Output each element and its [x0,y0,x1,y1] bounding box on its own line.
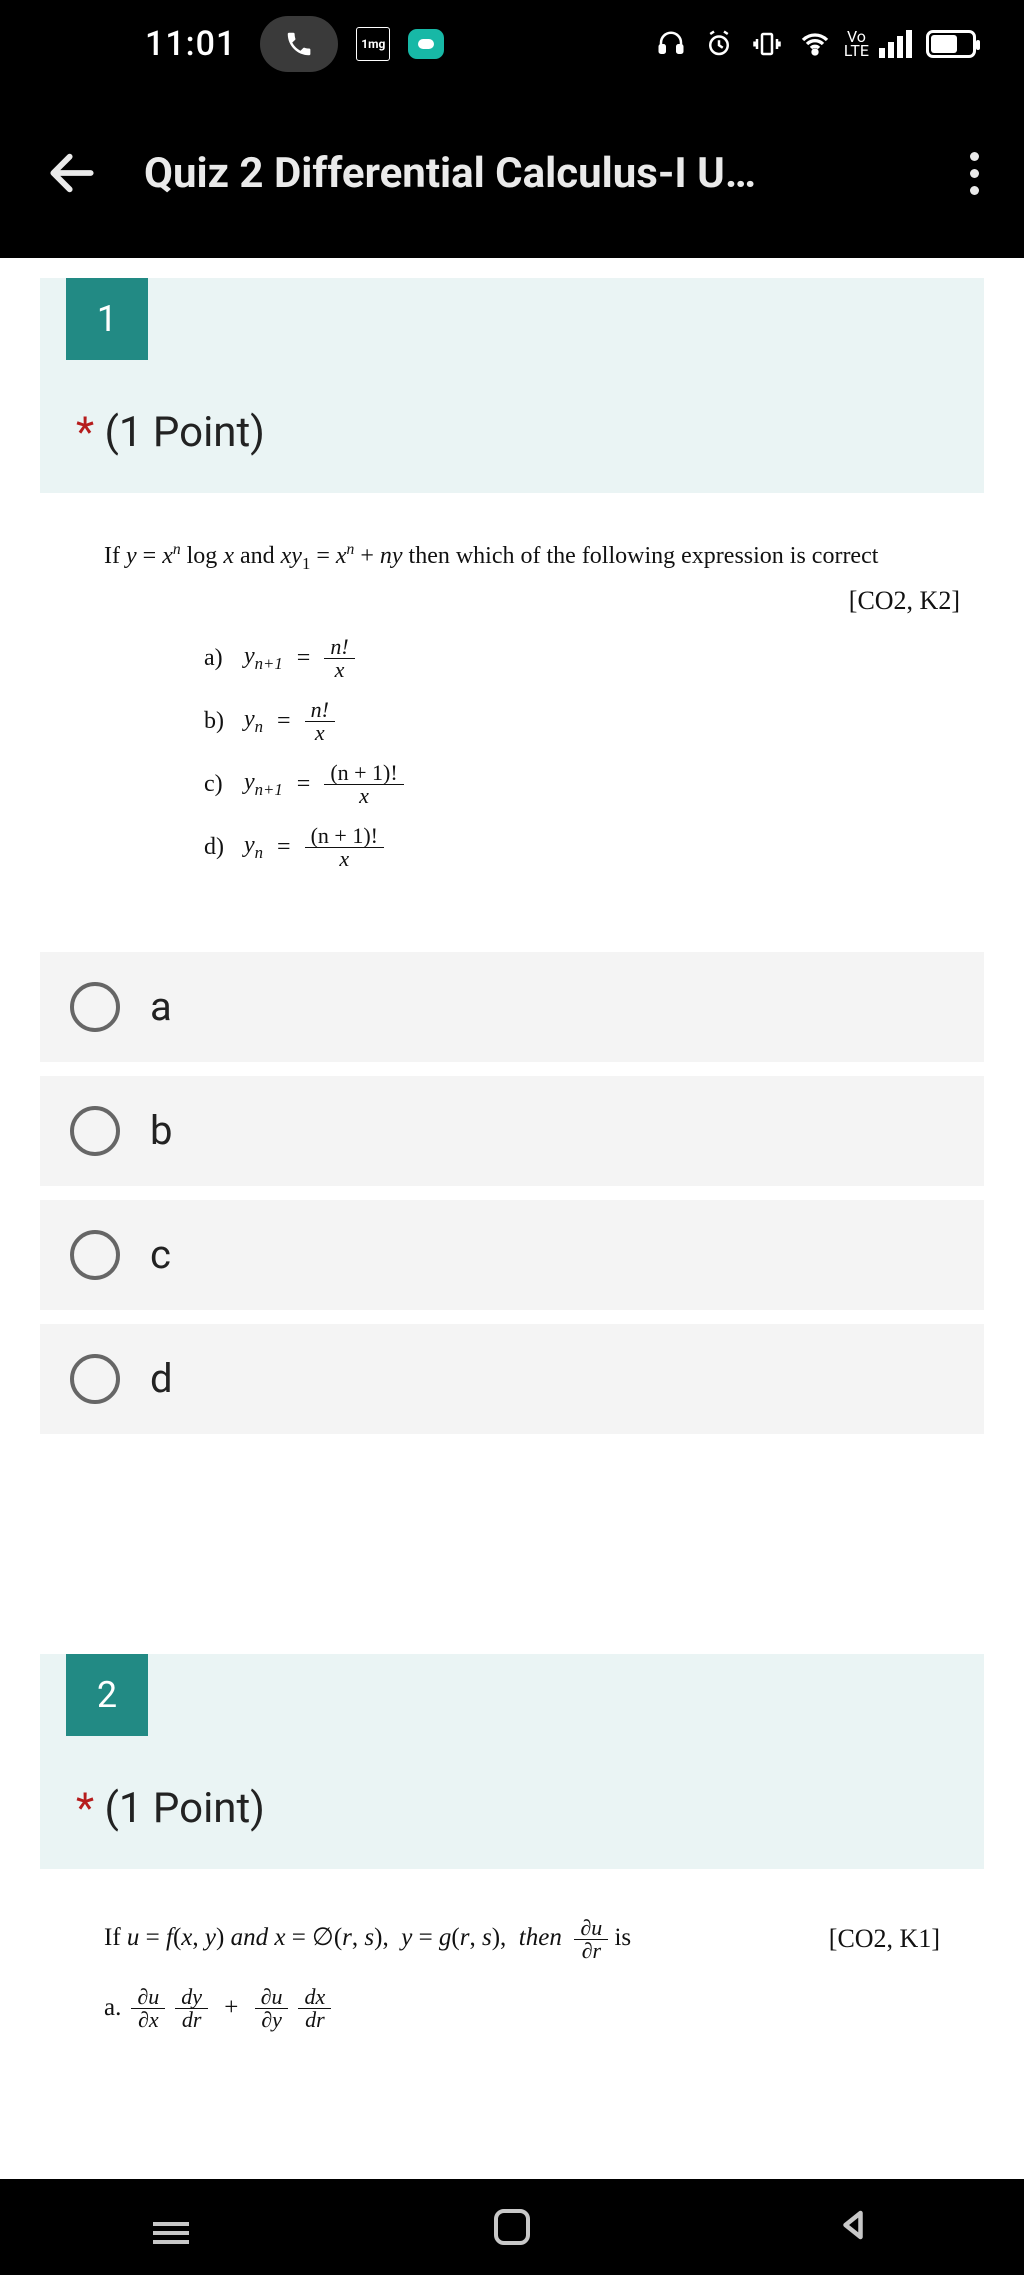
status-bar: 11:01 1mg VoLTE [0,0,1024,88]
vibrate-icon [750,27,784,61]
question-card-1: 1 * (1 Point) [40,278,984,493]
question-points: * (1 Point) [40,278,984,457]
lte-indicator: VoLTE [844,30,869,58]
system-nav-bar [0,2179,1024,2275]
signal-icon [879,30,912,58]
option-label: b [150,1107,172,1154]
question-points: * (1 Point) [40,1654,984,1833]
content-area: 1 * (1 Point) If y = xn log x and xy1 = … [0,258,1024,2179]
option-label: c [150,1231,171,1278]
alt-a: a. ∂u∂x dydr + ∂u∂y dxdr [104,1986,960,2031]
battery-icon [926,30,976,58]
option-label: a [150,983,172,1030]
phone-icon [284,29,314,59]
page-title: Quiz 2 Differential Calculus-I U… [144,149,950,198]
back-button[interactable] [44,145,100,201]
option-c[interactable]: c [40,1200,984,1310]
option-d[interactable]: d [40,1324,984,1434]
answer-options: a b c d [40,952,984,1434]
alt-c: c) yn+1 = (n + 1)!x [204,762,960,807]
radio-icon [70,1106,120,1156]
alt-d: d) yn = (n + 1)!x [204,825,960,870]
alt-b: b) yn = n!x [204,699,960,744]
home-button[interactable] [494,2209,530,2245]
question-number: 1 [66,278,148,360]
recents-button[interactable] [153,2217,189,2237]
required-mark: * [76,408,94,457]
app-badge-icon [408,29,444,59]
co-tag: [CO2, K1] [829,1924,940,1954]
phone-pill[interactable] [260,16,338,72]
radio-icon [70,982,120,1032]
more-button[interactable] [970,152,980,195]
required-mark: * [76,1784,94,1833]
question-stem-1: If y = xn log x and xy1 = xn + ny then w… [40,513,984,922]
co-tag: [CO2, K2] [104,586,960,616]
option-label: d [150,1355,173,1402]
question-stem-2: If u = f(x, y) and x = ∅(r, s), y = g(r,… [40,1889,984,2031]
wifi-icon [798,27,832,61]
question-number: 2 [66,1654,148,1736]
alt-a: a) yn+1 = n!x [204,636,960,681]
stem-alternatives: a) yn+1 = n!x b) yn = n!x c) yn+1 = (n +… [204,636,960,870]
headset-icon [654,27,688,61]
radio-icon [70,1230,120,1280]
tata-icon: 1mg [356,27,390,61]
question-card-2: 2 * (1 Point) [40,1654,984,1869]
option-b[interactable]: b [40,1076,984,1186]
stem-text: If u = f(x, y) and x = ∅(r, s), y = g(r,… [104,1917,960,1962]
alarm-icon [702,27,736,61]
radio-icon [70,1354,120,1404]
status-time: 11:01 [145,24,236,64]
stem-text: If y = xn log x and xy1 = xn + ny then w… [104,541,960,574]
option-a[interactable]: a [40,952,984,1062]
nav-back-button[interactable] [835,2207,871,2247]
app-bar: Quiz 2 Differential Calculus-I U… [0,88,1024,258]
